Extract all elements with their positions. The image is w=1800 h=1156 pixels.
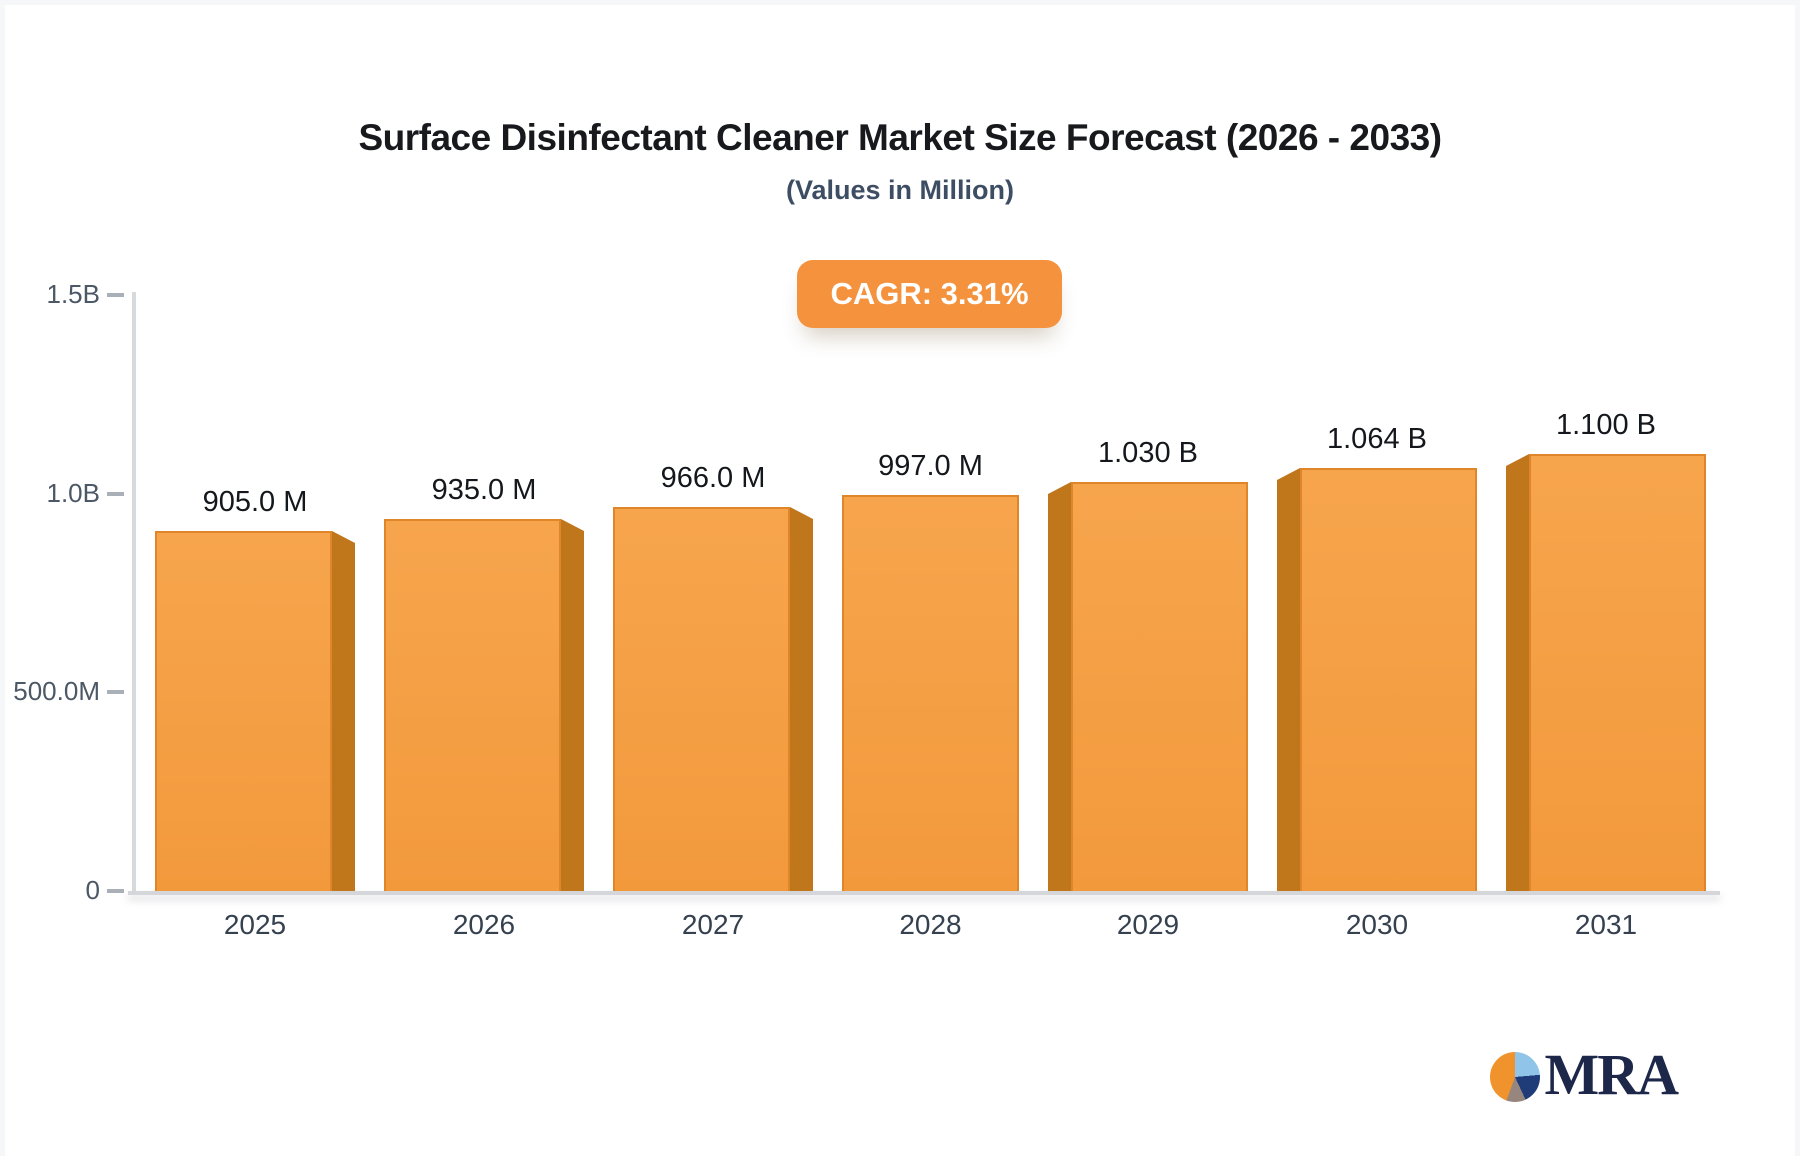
y-axis-tick-mark [107,491,124,496]
bar-value-label: 1.064 B [1327,423,1427,455]
y-axis-tick-mark [107,293,124,297]
bar-group: 997.0 M 2028 [842,295,1019,940]
bar-2027[interactable] [613,507,790,891]
bar-2029[interactable] [1071,482,1248,891]
x-axis-label-2026: 2026 [452,909,516,940]
y-axis-tick-mark [107,889,124,893]
y-axis-tick-label: 1.0B [46,477,101,508]
chart-card: Surface Disinfectant Cleaner Market Size… [5,5,1795,1156]
bar-value-label: 1.100 B [1556,409,1656,441]
x-axis-label-2031: 2031 [1574,909,1638,940]
y-axis-tick-label: 1.5B [46,279,101,309]
bar-value-label: 905.0 M [202,486,308,518]
bar-2025[interactable] [155,531,332,891]
cagr-badge-label: CAGR: 3.31% [830,276,1029,311]
bar-value-label: 966.0 M [660,462,766,494]
bar-3d-side [561,519,584,891]
x-axis-label-2025: 2025 [223,909,287,940]
x-axis-label-2030: 2030 [1345,909,1409,940]
y-axis-tick-label: 0 [85,875,100,905]
y-axis-line [132,292,136,891]
bar-2031[interactable] [1529,454,1706,891]
bar-group: 1.100 B 2031 [1506,295,1706,940]
bar-2026[interactable] [384,519,561,891]
bar-group: 935.0 M 2026 [384,295,584,940]
bar-group: 905.0 M 2025 [155,295,355,940]
chart-title: Surface Disinfectant Cleaner Market Size… [358,117,1442,158]
y-axis-tick-mark [107,690,124,695]
x-axis-label-2029: 2029 [1116,909,1180,940]
bar-value-label: 997.0 M [878,450,983,482]
x-axis-label-2027: 2027 [681,909,745,940]
bar-group: 966.0 M 2027 [613,295,813,940]
x-axis-label-2028: 2028 [899,909,962,940]
x-axis-line [128,891,1720,895]
logo-text: MRA [1544,1042,1679,1107]
cagr-badge: CAGR: 3.31% [797,260,1062,328]
bar-3d-side [790,507,813,891]
bar-3d-side [1506,454,1529,891]
bar-group: 1.064 B 2030 [1277,295,1477,940]
bar-2030[interactable] [1300,468,1477,891]
bar-3d-side [1277,468,1300,891]
bar-2028[interactable] [842,495,1019,891]
y-axis-tick-label: 500.0M [13,676,100,707]
chart-subtitle: (Values in Million) [785,175,1015,205]
bar-group: 1.030 B 2029 [1048,295,1248,940]
pie-chart-logo-icon [1490,1052,1541,1102]
bar-3d-side [332,531,355,891]
plot-area: 0 500.0M 1.0B 1.5B 905.0 M 2025 935.0 M 2026 966… [13,279,1720,940]
mra-logo: MRA [1490,1042,1679,1107]
bar-value-label: 935.0 M [431,474,537,506]
bar-3d-side [1048,482,1071,891]
bar-value-label: 1.030 B [1098,437,1198,469]
